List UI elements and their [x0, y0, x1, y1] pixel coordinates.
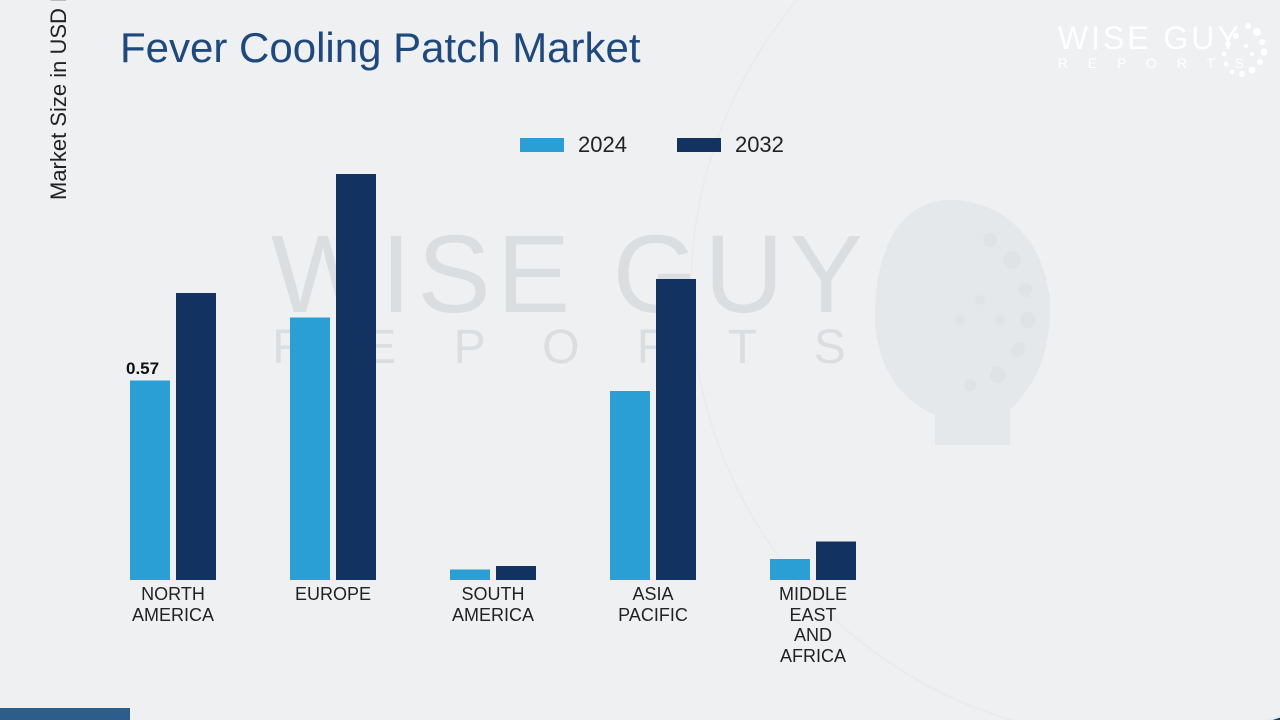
- x-axis-labels: NORTH AMERICAEUROPESOUTH AMERICAASIA PAC…: [90, 584, 970, 704]
- x-label-SA: SOUTH AMERICA: [410, 584, 576, 625]
- x-label-MEA: MIDDLE EAST AND AFRICA: [730, 584, 896, 667]
- legend-item-2032: 2032: [677, 132, 784, 158]
- legend-swatch-2024: [520, 138, 564, 152]
- brand-line1: WISE GUY: [1058, 22, 1252, 54]
- stage: WISE GUY R E P O R T S WISE GUY R E P O …: [0, 0, 1280, 720]
- bar-AP-2032: [656, 279, 696, 580]
- page-title: Fever Cooling Patch Market: [120, 24, 641, 72]
- bar-MEA-2024: [770, 559, 810, 580]
- bar-EU-2032: [336, 174, 376, 580]
- legend-label-2032: 2032: [735, 132, 784, 158]
- bar-SA-2032: [496, 566, 536, 580]
- legend-swatch-2032: [677, 138, 721, 152]
- bar-SA-2024: [450, 570, 490, 581]
- value-label: 0.57: [126, 359, 159, 379]
- bar-AP-2024: [610, 391, 650, 580]
- brand-logo: WISE GUY R E P O R T S: [1058, 22, 1252, 70]
- bar-NA-2032: [176, 293, 216, 580]
- x-label-EU: EUROPE: [250, 584, 416, 605]
- y-axis-label: Market Size in USD Billion: [46, 0, 72, 200]
- x-label-AP: ASIA PACIFIC: [570, 584, 736, 625]
- bar-EU-2024: [290, 318, 330, 581]
- bar-NA-2024: [130, 381, 170, 581]
- bar-chart: [90, 160, 970, 580]
- legend-label-2024: 2024: [578, 132, 627, 158]
- x-label-NA: NORTH AMERICA: [90, 584, 256, 625]
- bar-MEA-2032: [816, 542, 856, 581]
- brand-line2: R E P O R T S: [1058, 56, 1252, 70]
- legend-item-2024: 2024: [520, 132, 627, 158]
- legend: 2024 2032: [520, 132, 784, 158]
- bottom-accent-bar: [0, 708, 130, 720]
